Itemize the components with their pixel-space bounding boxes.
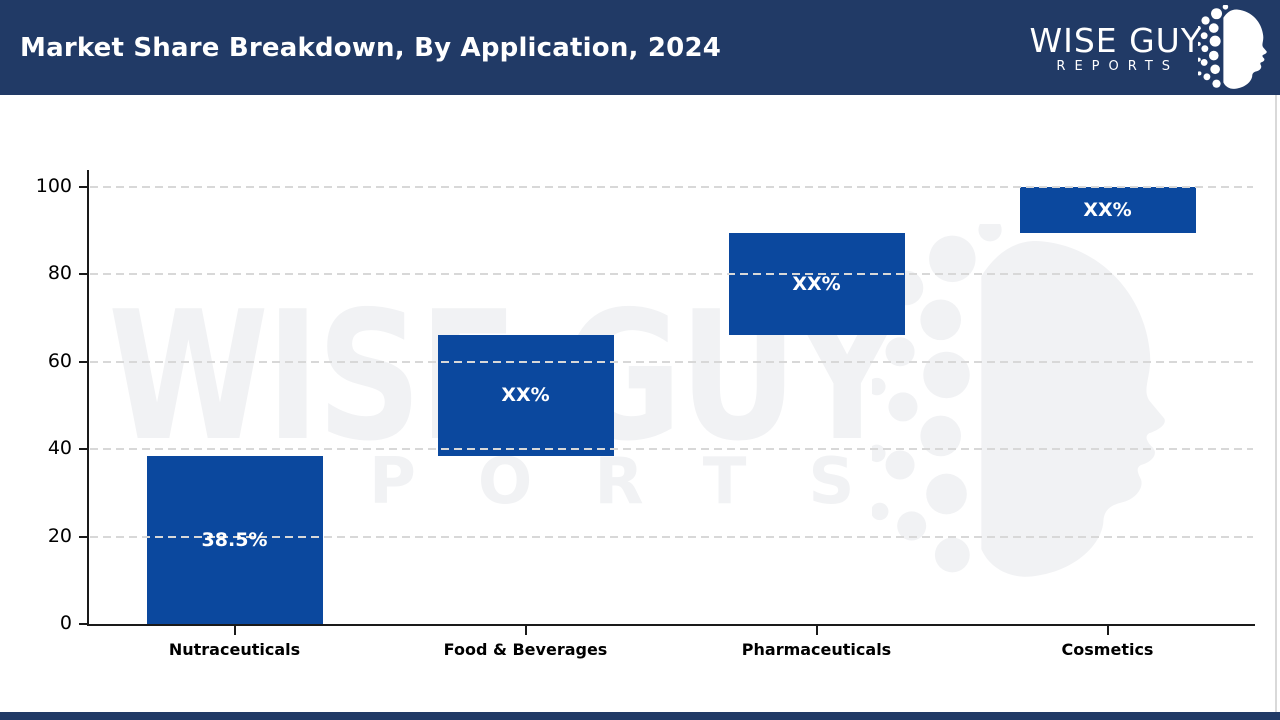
footer-bar	[0, 712, 1280, 720]
brand-face-icon	[1198, 5, 1267, 89]
y-tick-mark	[79, 448, 88, 451]
y-tick-label: 80	[47, 262, 72, 285]
brand-logo-text: WISE GUY REPORTS	[1029, 24, 1202, 73]
gridline	[90, 273, 1253, 276]
x-tick-label: Pharmaceuticals	[741, 640, 892, 659]
bar-value-label: 38.5%	[201, 528, 268, 551]
x-tick-label: Cosmetics	[1061, 640, 1154, 659]
gridline	[90, 360, 1253, 363]
y-axis-line	[87, 170, 89, 626]
y-tick-label: 60	[47, 349, 72, 372]
x-tick-mark	[1106, 626, 1109, 635]
x-tick-label: Nutraceuticals	[168, 640, 301, 659]
x-tick-mark	[815, 626, 818, 635]
y-tick-label: 20	[47, 524, 72, 547]
brand-logo-subtitle: REPORTS	[1056, 58, 1180, 74]
bar	[437, 334, 614, 456]
bar-value-label: XX%	[792, 272, 841, 295]
bar-value-label: XX%	[1083, 198, 1132, 221]
page-right-border	[1275, 95, 1277, 712]
x-tick-mark	[233, 626, 236, 635]
gridline	[90, 535, 1253, 538]
y-tick-mark	[79, 623, 88, 625]
brand-logo: WISE GUY REPORTS	[1029, 4, 1268, 92]
x-axis-line	[87, 624, 1255, 626]
bar	[146, 455, 323, 624]
y-tick-mark	[79, 186, 88, 188]
x-tick-mark	[524, 626, 527, 635]
header-bar: Market Share Breakdown, By Application, …	[0, 0, 1280, 95]
gridline	[90, 186, 1253, 188]
brand-logo-name: WISE GUY	[1029, 20, 1202, 60]
y-tick-mark	[79, 535, 88, 538]
y-tick-label: 0	[59, 612, 72, 634]
page-title: Market Share Breakdown, By Application, …	[20, 32, 722, 63]
y-tick-label: 100	[35, 175, 72, 197]
watermark-face-icon	[872, 224, 1165, 577]
x-tick-label: Food & Beverages	[443, 640, 608, 659]
y-tick-label: 40	[47, 437, 72, 460]
bar-value-label: XX%	[501, 384, 550, 407]
bar	[1019, 187, 1196, 233]
y-tick-mark	[79, 360, 88, 363]
y-tick-mark	[79, 273, 88, 276]
bar	[728, 232, 905, 335]
gridline	[90, 448, 1253, 451]
